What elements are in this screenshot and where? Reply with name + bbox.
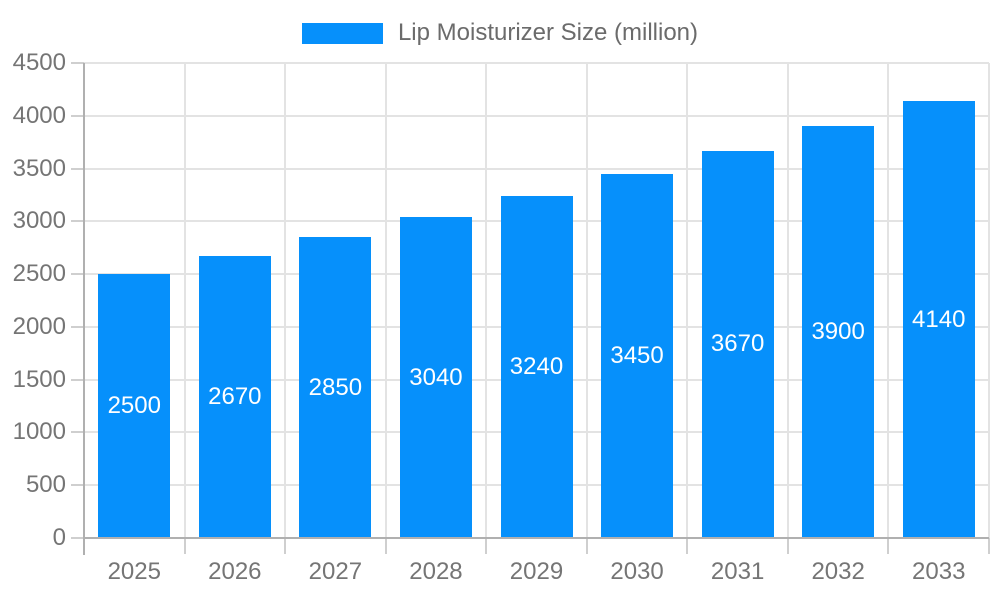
y-axis-tick [71, 273, 84, 276]
y-axis-tick [71, 167, 84, 170]
x-axis-tick [988, 538, 990, 554]
bar[interactable] [299, 237, 372, 538]
x-axis-tick-label: 2028 [409, 558, 463, 585]
x-axis-tick [284, 538, 287, 554]
x-axis-tick-label: 2026 [208, 558, 262, 585]
x-axis-tick [887, 538, 890, 554]
y-axis-tick-label: 2000 [12, 312, 66, 340]
x-axis-tick-label: 2025 [107, 558, 161, 585]
y-axis-line [83, 63, 85, 555]
bar[interactable] [399, 217, 472, 538]
y-axis-tick [71, 62, 84, 64]
x-axis-tick [686, 538, 689, 554]
y-axis-tick-label: 3500 [12, 154, 66, 182]
bar[interactable] [198, 256, 271, 538]
gridline-horizontal [84, 167, 989, 170]
y-axis-tick [71, 114, 84, 117]
legend-swatch [301, 22, 383, 44]
y-axis-tick-label: 1000 [12, 418, 66, 446]
x-axis-tick-label: 2032 [811, 558, 865, 585]
x-axis-tick [183, 538, 186, 554]
gridline-vertical [284, 63, 287, 538]
x-axis-tick [485, 538, 488, 554]
x-axis-tick-label: 2029 [509, 558, 564, 585]
x-axis-tick-label: 2027 [308, 558, 363, 585]
bar-value-label: 3040 [409, 363, 463, 391]
bar[interactable] [902, 101, 975, 538]
y-axis-tick [71, 378, 84, 381]
gridline-horizontal [84, 114, 989, 117]
gridline-vertical [183, 63, 186, 538]
gridline-vertical [686, 63, 689, 538]
gridline-vertical [786, 63, 789, 538]
y-axis-tick [71, 220, 84, 223]
x-axis-tick-label: 2030 [610, 558, 664, 585]
gridline-vertical [384, 63, 387, 538]
gridline-vertical [485, 63, 488, 538]
bar-value-label: 3240 [509, 353, 564, 380]
legend-label: Lip Moisturizer Size (million) [397, 19, 699, 46]
legend-item[interactable]: Lip Moisturizer Size (million) [301, 19, 699, 46]
bar-value-label: 3670 [710, 330, 765, 358]
gridline-vertical [585, 63, 588, 538]
y-axis-tick-label: 4500 [12, 49, 66, 76]
bar[interactable] [98, 274, 171, 538]
bar-value-label: 4140 [912, 305, 966, 333]
gridline-vertical [887, 63, 890, 538]
y-axis-tick-label: 0 [52, 524, 66, 551]
bar[interactable] [802, 126, 875, 538]
x-axis-tick [384, 538, 387, 554]
bar-value-label: 2850 [308, 373, 363, 401]
y-axis-tick-label: 1500 [12, 365, 66, 393]
x-axis-tick-label: 2031 [710, 558, 765, 585]
y-axis-tick-label: 500 [25, 471, 66, 499]
x-axis-line [84, 537, 989, 539]
y-axis-tick-label: 3000 [12, 207, 66, 235]
chart-legend: Lip Moisturizer Size (million) [0, 21, 1000, 45]
y-axis-tick-label: 4000 [12, 101, 66, 129]
x-axis-tick [585, 538, 588, 554]
x-axis-tick [786, 538, 789, 554]
y-axis-tick [71, 325, 84, 328]
bar[interactable] [701, 150, 774, 538]
y-axis-tick [71, 484, 84, 487]
x-axis-tick-label: 2033 [912, 558, 966, 585]
bar-value-label: 3450 [610, 341, 664, 369]
bar-value-label: 2500 [107, 392, 161, 420]
bar-value-label: 3900 [811, 318, 865, 346]
bar-value-label: 2670 [208, 383, 262, 411]
y-axis-tick [71, 537, 84, 539]
bar[interactable] [500, 196, 573, 538]
y-axis-tick-label: 2500 [12, 260, 66, 288]
bar[interactable] [601, 173, 674, 538]
gridline-vertical [988, 63, 990, 538]
y-axis-tick [71, 431, 84, 434]
gridline-horizontal [84, 62, 989, 64]
